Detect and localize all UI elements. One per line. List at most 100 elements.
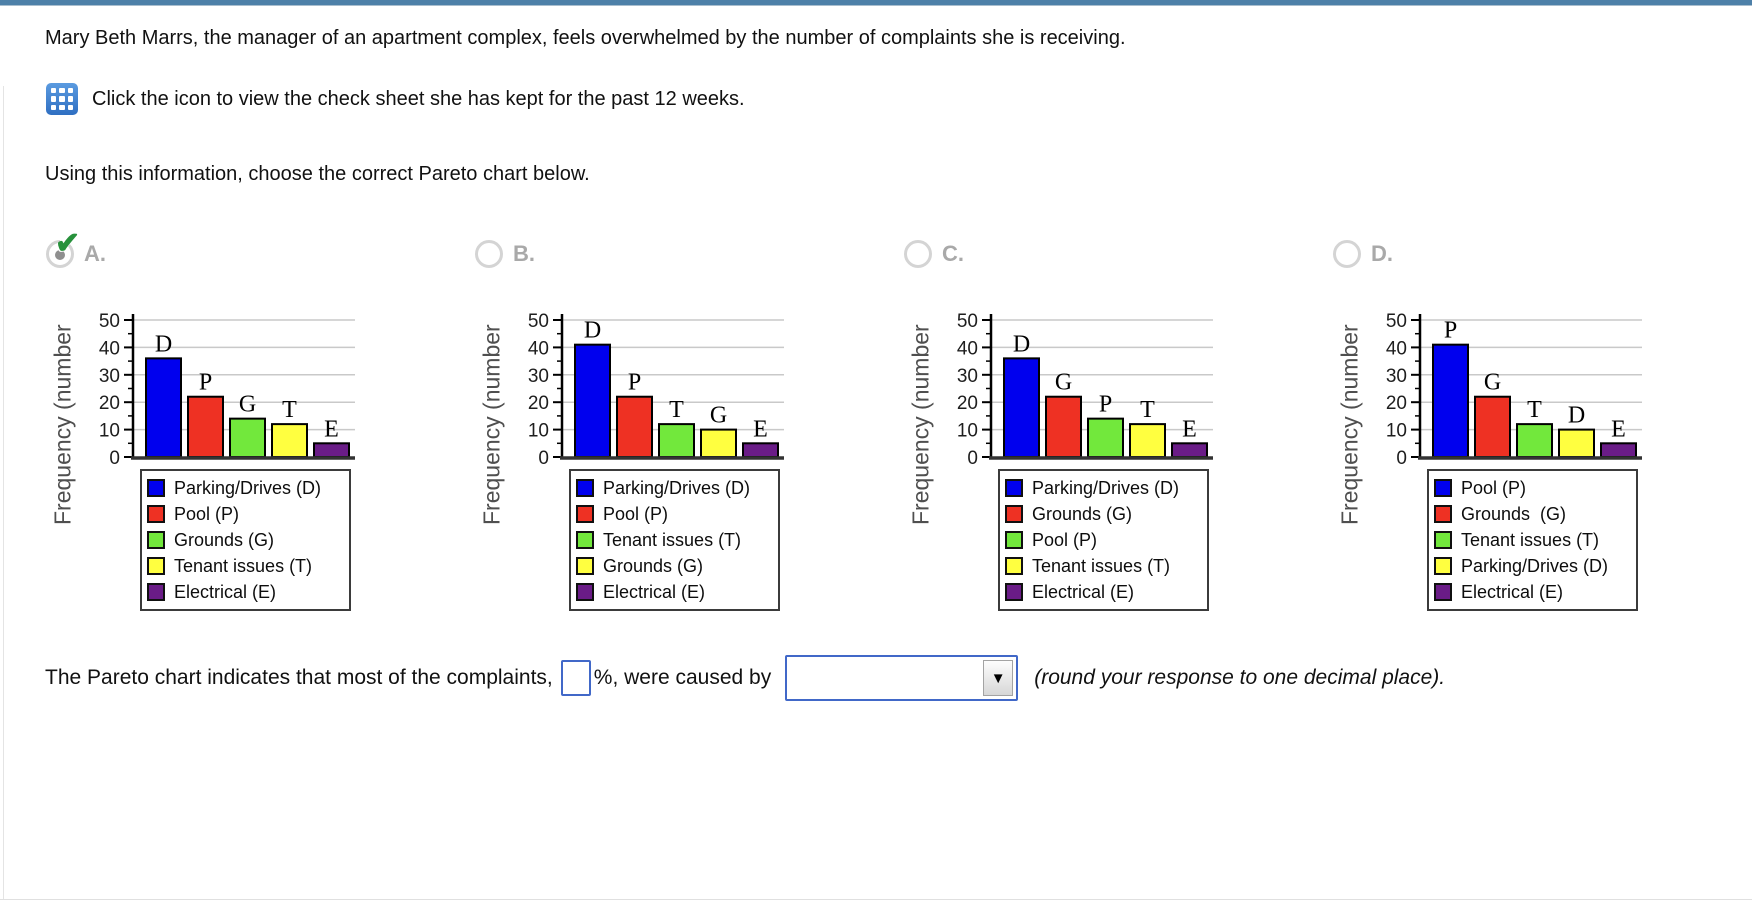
svg-text:40: 40 — [957, 338, 978, 359]
svg-text:P: P — [628, 370, 641, 396]
panel-left-border — [3, 86, 4, 900]
legend-swatch — [1005, 505, 1023, 523]
legend-label: Electrical (E) — [174, 581, 277, 602]
percent-input[interactable] — [560, 660, 591, 696]
option-b-label[interactable]: B. — [513, 241, 535, 266]
legend-item: Grounds (G) — [1434, 501, 1636, 527]
svg-text:0: 0 — [967, 448, 978, 469]
legend-swatch — [1434, 583, 1452, 601]
svg-text:E: E — [753, 416, 768, 442]
y-axis-label: Frequency (number — [49, 324, 76, 526]
svg-text:E: E — [324, 416, 339, 442]
pareto-chart-b: 0 10 20 30 40 50 D P T GE — [528, 311, 784, 469]
option-c: C. Frequency (number 0 10 20 30 40 50 D G P T E Pa… — [898, 230, 1298, 650]
legend-label: Pool (P) — [174, 503, 240, 524]
legend-item: Electrical (E) — [1005, 579, 1207, 605]
svg-text:G: G — [1055, 370, 1072, 396]
problem-statement: Mary Beth Marrs, the manager of an apart… — [45, 27, 1126, 49]
legend-item: Tenant issues (T) — [1005, 553, 1207, 579]
legend-item: Grounds (G) — [1005, 501, 1207, 527]
answer-middle-text: %, were caused by — [593, 666, 772, 689]
svg-text:20: 20 — [957, 393, 978, 414]
legend-swatch — [1005, 583, 1023, 601]
legend-swatch — [1005, 531, 1023, 549]
choose-chart-instruction: Using this information, choose the corre… — [45, 163, 590, 185]
y-axis-label: Frequency (number — [907, 324, 934, 526]
svg-text:0: 0 — [538, 448, 549, 469]
svg-text:E: E — [1182, 416, 1197, 442]
legend-item: Tenant issues (T) — [1434, 527, 1636, 553]
legend-item: Parking/Drives (D) — [576, 475, 778, 501]
legend-label: Grounds (G) — [603, 555, 704, 576]
option-a: A. Frequency (number 0 10 20 30 40 50 D P GT E Pa… — [40, 230, 440, 650]
svg-text:30: 30 — [99, 366, 120, 387]
rounding-note: (round your response to one decimal plac… — [1034, 666, 1446, 689]
option-c-label[interactable]: C. — [942, 241, 964, 266]
legend-item: Tenant issues (T) — [147, 553, 349, 579]
option-b: B. Frequency (number 0 10 20 30 40 50 D P T G E Pa… — [469, 230, 869, 650]
legend-swatch — [576, 531, 594, 549]
legend-swatch — [576, 505, 594, 523]
pareto-chart-a: 0 10 20 30 40 50 D P G T E — [99, 311, 355, 469]
legend-label: Tenant issues (T) — [174, 555, 313, 576]
legend-swatch — [147, 583, 165, 601]
svg-text:0: 0 — [109, 448, 120, 469]
legend-item: Grounds (G) — [576, 553, 778, 579]
answer-prefix-text: The Pareto chart indicates that most of … — [45, 666, 553, 689]
legend-label: Parking/Drives (D) — [603, 477, 751, 498]
svg-text:50: 50 — [957, 311, 978, 332]
legend-item: Parking/Drives (D) — [1005, 475, 1207, 501]
legend-swatch — [576, 479, 594, 497]
check-sheet-instruction: Click the icon to view the check sheet s… — [92, 87, 745, 110]
cause-dropdown[interactable]: ▼ — [785, 655, 1019, 701]
svg-text:50: 50 — [528, 311, 549, 332]
svg-text:G: G — [710, 403, 727, 429]
legend-label: Pool (P) — [1032, 529, 1098, 550]
svg-text:50: 50 — [1386, 311, 1407, 332]
legend-label: Tenant issues (T) — [1461, 529, 1600, 550]
legend-item: Pool (P) — [1005, 527, 1207, 553]
legend-swatch — [1005, 479, 1023, 497]
option-b-radio[interactable] — [475, 240, 503, 268]
legend-item: Tenant issues (T) — [576, 527, 778, 553]
legend-item: Pool (P) — [147, 501, 349, 527]
legend-label: Parking/Drives (D) — [1032, 477, 1180, 498]
legend-item: Pool (P) — [576, 501, 778, 527]
svg-text:D: D — [155, 331, 172, 357]
legend-swatch — [147, 557, 165, 575]
legend-label: Tenant issues (T) — [1032, 555, 1171, 576]
legend-swatch — [1434, 479, 1452, 497]
svg-text:10: 10 — [957, 421, 978, 442]
svg-text:20: 20 — [528, 393, 549, 414]
y-axis-label: Frequency (number — [478, 324, 505, 526]
legend-swatch — [1434, 557, 1452, 575]
svg-text:D: D — [584, 318, 601, 344]
legend-item: Parking/Drives (D) — [1434, 553, 1636, 579]
legend-label: Grounds (G) — [174, 529, 275, 550]
legend-swatch — [1005, 557, 1023, 575]
svg-text:40: 40 — [99, 338, 120, 359]
answer-sentence: The Pareto chart indicates that most of … — [45, 655, 1445, 701]
svg-text:T: T — [282, 397, 297, 423]
legend-label: Tenant issues (T) — [603, 529, 742, 550]
option-a-label[interactable]: A. — [84, 241, 106, 266]
option-c-radio[interactable] — [904, 240, 932, 268]
legend-d: Pool (P) Grounds (G) Tenant issues (T) Park… — [1427, 469, 1638, 611]
legend-label: Grounds (G) — [1461, 503, 1567, 524]
legend-item: Parking/Drives (D) — [147, 475, 349, 501]
chevron-down-icon[interactable]: ▼ — [983, 660, 1014, 696]
option-d-radio[interactable] — [1333, 240, 1361, 268]
legend-label: Electrical (E) — [1461, 581, 1564, 602]
check-sheet-row: Click the icon to view the check sheet s… — [46, 83, 745, 115]
svg-text:30: 30 — [1386, 366, 1407, 387]
svg-text:E: E — [1611, 416, 1626, 442]
check-sheet-icon[interactable] — [46, 83, 78, 115]
svg-text:40: 40 — [1386, 338, 1407, 359]
svg-text:T: T — [1527, 397, 1542, 423]
legend-swatch — [576, 557, 594, 575]
legend-item: Electrical (E) — [147, 579, 349, 605]
option-d-label[interactable]: D. — [1371, 241, 1393, 266]
y-axis-label: Frequency (number — [1336, 324, 1363, 526]
svg-text:40: 40 — [528, 338, 549, 359]
svg-text:0: 0 — [1396, 448, 1407, 469]
